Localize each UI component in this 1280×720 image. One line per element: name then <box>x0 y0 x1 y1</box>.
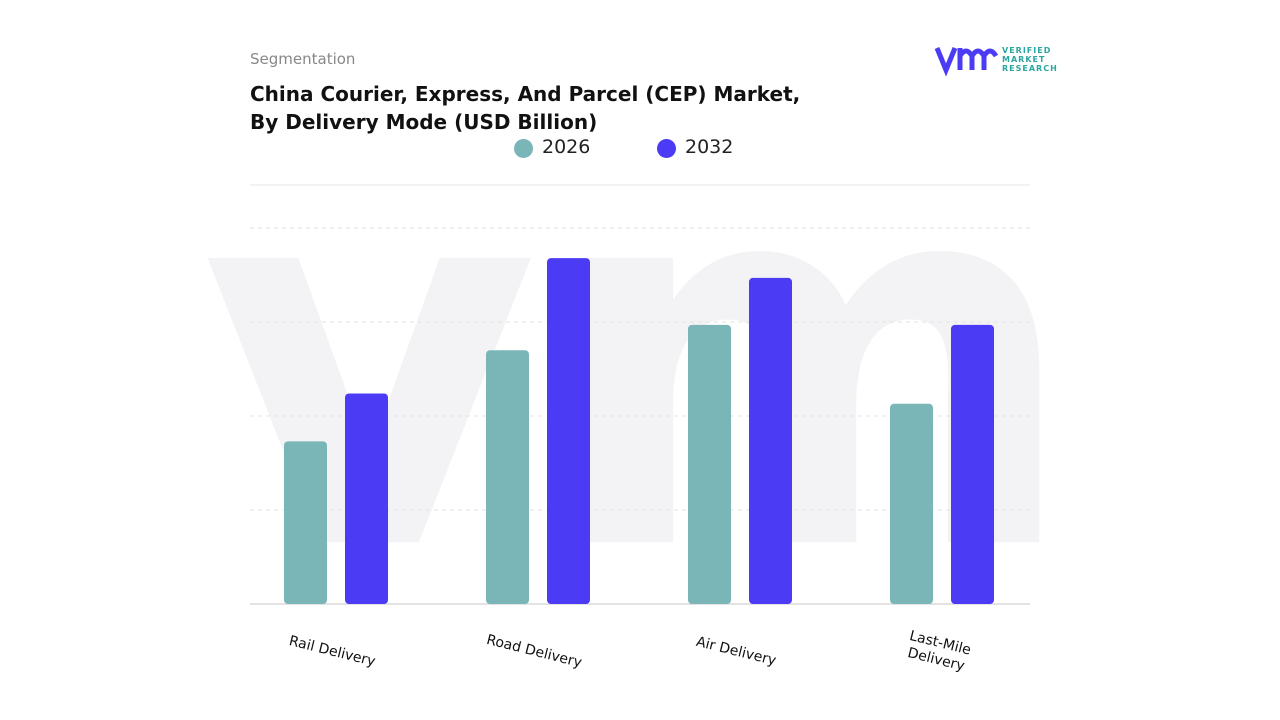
logo-text: MARKET <box>1002 55 1046 64</box>
logo-text: RESEARCH <box>1002 64 1058 73</box>
bar <box>688 324 731 604</box>
chart-title: By Delivery Mode (USD Billion) <box>250 110 598 134</box>
bar <box>486 350 529 604</box>
bar <box>951 324 994 604</box>
subtitle: Segmentation <box>250 50 356 68</box>
legend-label: 2026 <box>542 136 591 158</box>
chart-title: China Courier, Express, And Parcel (CEP)… <box>250 82 801 106</box>
logo-text: VERIFIED <box>1002 46 1052 55</box>
watermark: vm <box>200 59 1081 665</box>
bar <box>345 393 388 604</box>
bar <box>284 441 327 604</box>
bar <box>749 277 792 604</box>
legend-swatch <box>514 139 533 158</box>
logo: VERIFIED MARKET RESEARCH <box>1002 46 1058 73</box>
logo-mark <box>934 47 999 77</box>
legend-swatch <box>657 139 676 158</box>
legend-label: 2032 <box>685 136 734 158</box>
bar <box>890 403 933 604</box>
bar <box>547 258 590 604</box>
